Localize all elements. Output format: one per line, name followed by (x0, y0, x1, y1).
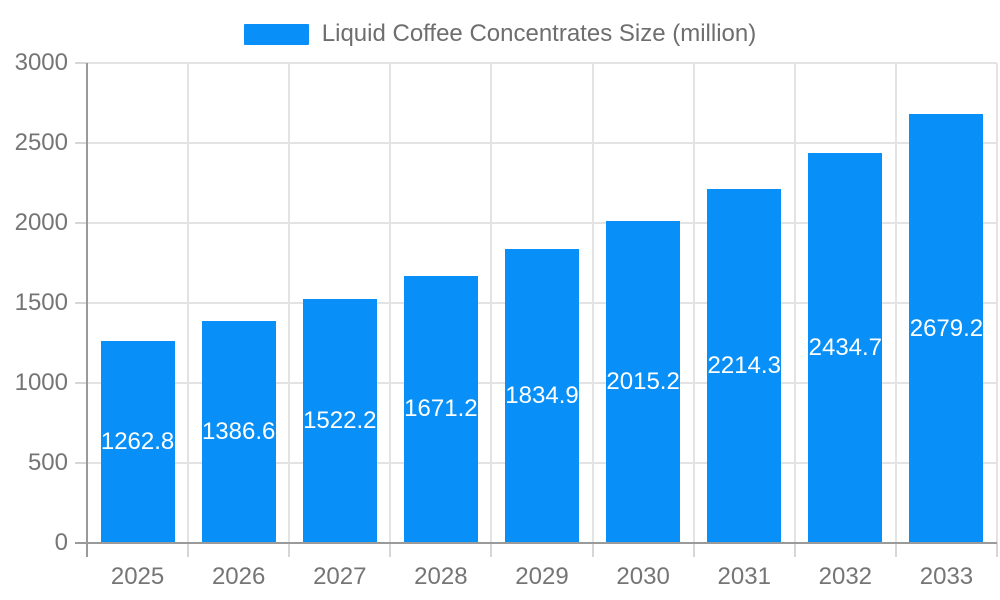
x-tick-mark (389, 543, 392, 557)
x-gridline (793, 63, 796, 543)
x-axis-tick-label: 2031 (717, 563, 771, 590)
y-tick-mark (75, 142, 87, 144)
bar-value-label: 2015.2 (606, 367, 680, 395)
x-axis-line (75, 542, 997, 544)
y-gridline (87, 62, 997, 64)
y-tick-mark (75, 222, 87, 224)
bar-value-label: 2214.3 (707, 351, 781, 379)
y-axis-tick-label: 3000 (14, 49, 68, 76)
bar-2030[interactable] (606, 220, 681, 543)
x-axis-tick-label: 2029 (515, 563, 569, 590)
x-tick-mark (187, 543, 190, 557)
bar-2033[interactable] (909, 114, 984, 543)
x-tick-mark (591, 543, 594, 557)
bar-value-label: 2679.2 (909, 314, 984, 342)
y-axis-tick-label: 1000 (14, 369, 68, 396)
x-axis-tick-label: 2025 (110, 563, 165, 590)
x-tick-mark (288, 543, 291, 557)
bar-2029[interactable] (505, 249, 579, 543)
y-axis-tick-label: 0 (54, 529, 68, 556)
y-tick-mark (75, 62, 87, 64)
y-axis-tick-label: 500 (27, 449, 68, 476)
x-axis-tick-label: 2033 (919, 563, 974, 590)
x-tick-mark (490, 543, 493, 557)
bar-2027[interactable] (302, 299, 377, 543)
x-axis-tick-label: 2028 (414, 563, 468, 590)
legend-swatch (243, 23, 309, 45)
bar-value-label: 1386.6 (201, 418, 276, 446)
y-tick-mark (75, 462, 87, 464)
bar-2031[interactable] (707, 188, 782, 543)
bar-2026[interactable] (201, 321, 276, 543)
x-gridline (591, 63, 594, 543)
x-gridline (996, 63, 998, 543)
x-tick-mark (894, 543, 897, 557)
x-tick-mark (692, 543, 695, 557)
bar-value-label: 1522.2 (303, 407, 377, 435)
bar-value-label: 1671.2 (404, 395, 478, 423)
bar-2028[interactable] (403, 275, 478, 543)
x-gridline (894, 63, 897, 543)
y-gridline (87, 222, 997, 224)
x-gridline (692, 63, 695, 543)
legend-item[interactable]: Liquid Coffee Concentrates Size (million… (0, 20, 1000, 48)
x-axis-tick-label: 2026 (211, 563, 266, 590)
y-axis-tick-label: 1500 (14, 289, 68, 316)
bar-2032[interactable] (808, 153, 883, 543)
x-gridline (288, 63, 291, 543)
x-axis-tick-label: 2032 (818, 563, 873, 590)
y-axis-tick-label: 2000 (14, 209, 68, 236)
x-gridline (389, 63, 392, 543)
y-tick-mark (75, 302, 87, 304)
y-gridline (87, 142, 997, 144)
y-axis-tick-label: 2500 (14, 129, 68, 156)
x-gridline (187, 63, 190, 543)
x-tick-mark (996, 543, 998, 557)
y-tick-mark (75, 382, 87, 384)
bar-value-label: 1262.8 (100, 427, 175, 455)
x-tick-mark (793, 543, 796, 557)
bar-value-label: 1834.9 (505, 382, 579, 410)
bar-value-label: 2434.7 (808, 334, 883, 362)
bar-2025[interactable] (100, 340, 175, 543)
legend-label: Liquid Coffee Concentrates Size (million… (321, 20, 757, 47)
x-axis-tick-label: 2030 (616, 563, 670, 590)
y-axis-line (86, 63, 88, 557)
x-gridline (490, 63, 493, 543)
x-axis-tick-label: 2027 (313, 563, 367, 590)
